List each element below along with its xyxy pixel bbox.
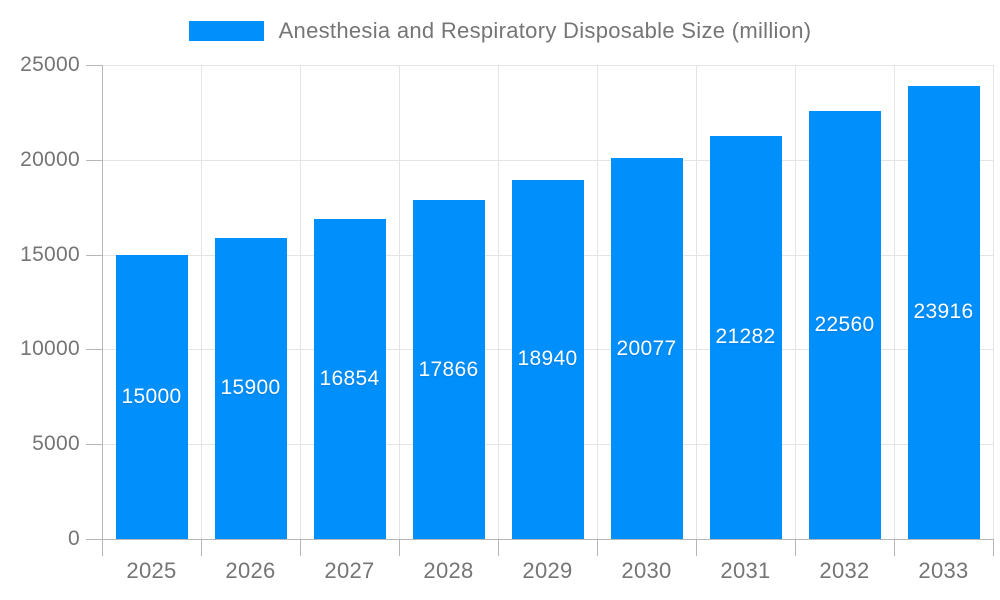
y-axis-tick-label: 10000: [20, 337, 80, 361]
v-gridline: [399, 65, 400, 539]
x-axis-line: [102, 539, 993, 540]
y-axis-tick-label: 25000: [20, 53, 80, 76]
v-gridline: [993, 65, 994, 539]
bar-value-label: 17866: [418, 357, 479, 381]
y-axis-tick: [86, 539, 102, 540]
x-axis-tick: [201, 539, 202, 556]
legend-swatch: [188, 21, 264, 41]
v-gridline: [894, 65, 895, 539]
bar-2031[interactable]: 21282: [709, 135, 782, 539]
bar-2030[interactable]: 20077: [610, 158, 683, 539]
bar-2028[interactable]: 17866: [412, 200, 485, 539]
x-axis-tick: [795, 539, 796, 556]
y-axis-tick: [86, 254, 102, 256]
x-axis-tick: [300, 539, 301, 556]
x-axis-tick: [498, 539, 499, 556]
bar-2027[interactable]: 16854: [313, 219, 386, 539]
h-gridline: [102, 65, 993, 66]
x-axis-tick: [102, 539, 103, 556]
bar-2029[interactable]: 18940: [511, 179, 584, 539]
y-axis-tick-label: 5000: [32, 432, 80, 456]
x-axis-category-label: 2025: [126, 558, 177, 583]
y-axis-tick: [86, 444, 102, 446]
bar-value-label: 22560: [814, 313, 875, 337]
bar-value-label: 21282: [715, 325, 776, 349]
bar-value-label: 15900: [220, 376, 281, 400]
bar-2026[interactable]: 15900: [214, 237, 287, 539]
x-axis-category-label: 2030: [621, 558, 672, 583]
y-axis-line: [102, 65, 103, 555]
bar-value-label: 18940: [517, 347, 578, 371]
x-axis-category-label: 2026: [225, 558, 276, 583]
x-axis-category-label: 2027: [324, 558, 375, 583]
x-axis-tick: [696, 539, 697, 556]
y-axis-tick: [86, 349, 102, 351]
v-gridline: [300, 65, 301, 539]
x-axis-tick: [597, 539, 598, 556]
legend-label: Anesthesia and Respiratory Disposable Si…: [278, 18, 812, 43]
y-axis-tick: [86, 65, 102, 66]
x-axis-category-label: 2031: [720, 558, 771, 583]
x-axis-category-label: 2029: [522, 558, 573, 583]
y-axis-tick: [86, 159, 102, 161]
v-gridline: [498, 65, 499, 539]
y-axis-tick-label: 15000: [20, 242, 80, 266]
v-gridline: [696, 65, 697, 539]
x-axis-category-label: 2032: [819, 558, 870, 583]
bar-value-label: 16854: [319, 367, 380, 391]
y-axis-tick-label: 20000: [20, 147, 80, 171]
bar-value-label: 20077: [616, 336, 677, 360]
chart-legend[interactable]: Anesthesia and Respiratory Disposable Si…: [0, 16, 1000, 46]
y-axis-tick-label: 0: [68, 527, 80, 550]
h-gridline: [102, 159, 993, 161]
x-axis-category-label: 2028: [423, 558, 474, 583]
v-gridline: [795, 65, 796, 539]
bar-2025[interactable]: 15000: [115, 254, 188, 539]
x-axis-tick: [399, 539, 400, 556]
v-gridline: [597, 65, 598, 539]
bar-2033[interactable]: 23916: [907, 85, 980, 539]
x-axis-category-label: 2033: [918, 558, 969, 583]
v-gridline: [201, 65, 202, 539]
plot-area: 15000 15900 16854 17866 18940 20077 21282 22560…: [102, 65, 994, 539]
bar-value-label: 15000: [121, 384, 182, 408]
bar-value-label: 23916: [913, 300, 974, 324]
x-axis-tick: [993, 539, 994, 556]
bar-2032[interactable]: 22560: [808, 111, 881, 539]
x-axis-tick: [894, 539, 895, 556]
